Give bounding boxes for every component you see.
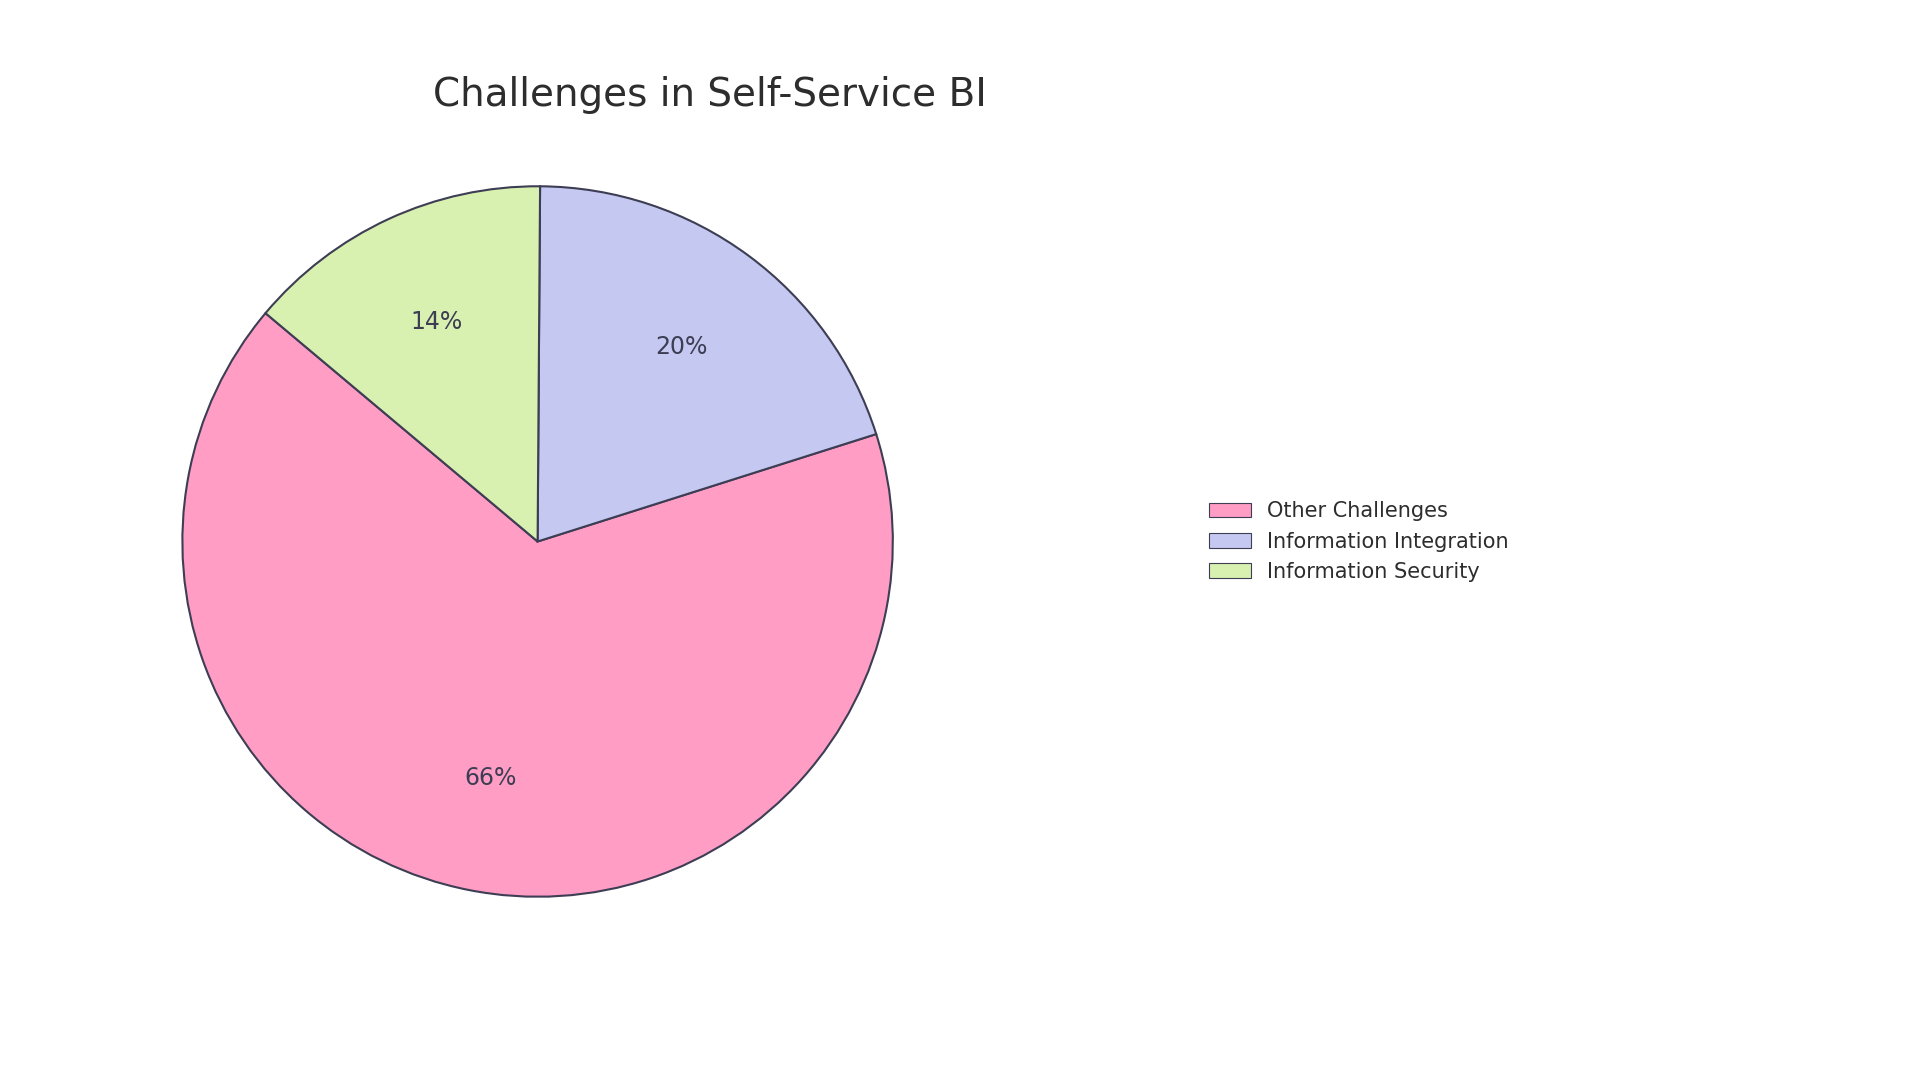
Text: 14%: 14% xyxy=(411,310,463,335)
Wedge shape xyxy=(182,313,893,897)
Wedge shape xyxy=(265,186,540,542)
Wedge shape xyxy=(538,186,876,542)
Text: 66%: 66% xyxy=(465,767,516,791)
Legend: Other Challenges, Information Integration, Information Security: Other Challenges, Information Integratio… xyxy=(1200,493,1517,590)
Text: Challenges in Self-Service BI: Challenges in Self-Service BI xyxy=(434,76,987,114)
Text: 20%: 20% xyxy=(655,335,707,360)
